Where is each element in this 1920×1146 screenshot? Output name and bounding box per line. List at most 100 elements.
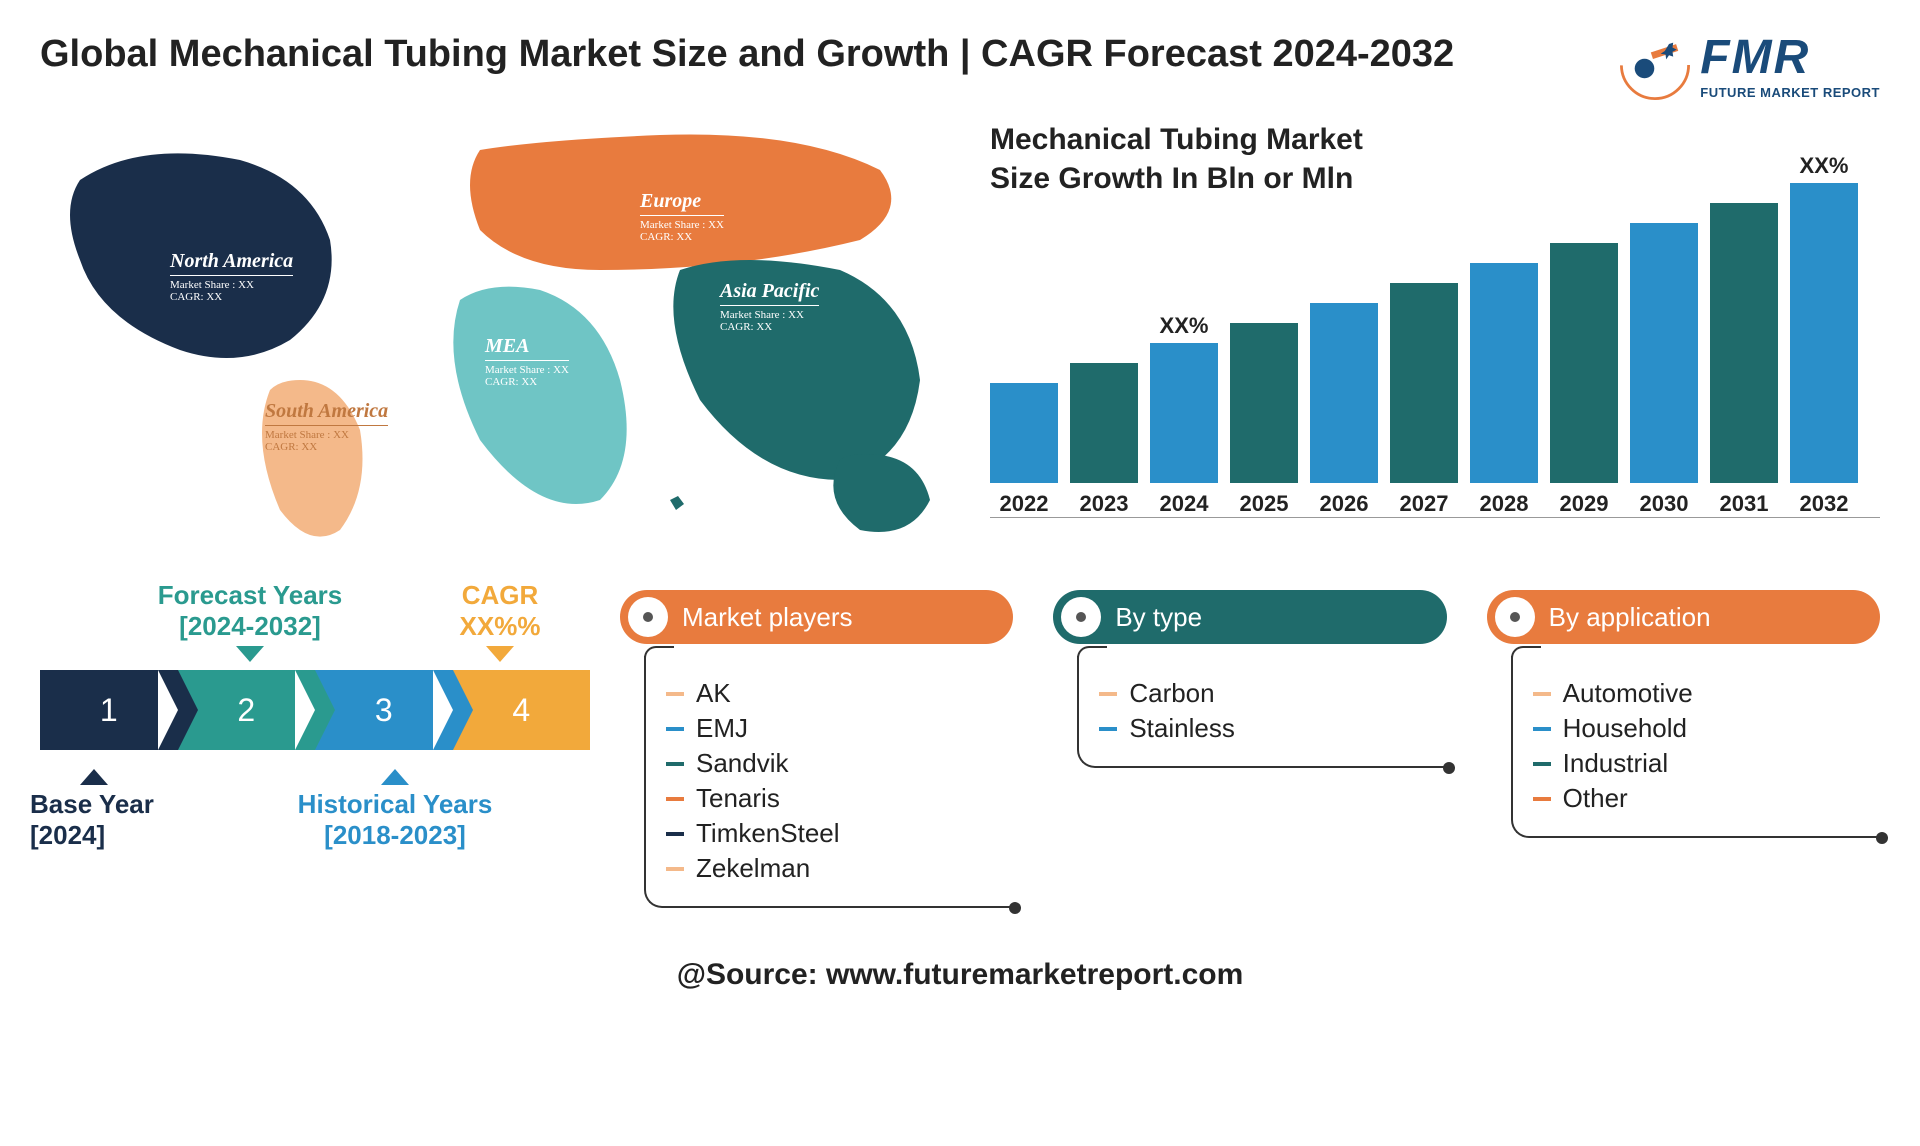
- category-item-label: AK: [696, 678, 731, 709]
- bar-wrap: 2023: [1070, 363, 1138, 517]
- arrow-up-icon: [80, 769, 108, 785]
- region-share: Market Share : XX: [640, 219, 724, 231]
- category-item-label: Industrial: [1563, 748, 1669, 779]
- tick-icon: [1533, 762, 1551, 766]
- tick-icon: [666, 727, 684, 731]
- callout-text: Base Year [2024]: [30, 789, 154, 850]
- chart-title: Mechanical Tubing Market Size Growth In …: [990, 120, 1410, 198]
- bar-wrap: 2026: [1310, 303, 1378, 517]
- category-item-label: EMJ: [696, 713, 748, 744]
- bar-year-label: 2030: [1640, 491, 1689, 517]
- category-item: EMJ: [666, 713, 1013, 744]
- category-item-label: Sandvik: [696, 748, 789, 779]
- tick-icon: [666, 867, 684, 871]
- bar-wrap: 2030: [1630, 223, 1698, 517]
- region-cagr: CAGR: XX: [265, 441, 388, 453]
- bar-year-label: 2032: [1800, 491, 1849, 517]
- region-share: Market Share : XX: [720, 309, 819, 321]
- region-share: Market Share : XX: [485, 364, 569, 376]
- arrow-down-icon: [236, 646, 264, 662]
- bar-year-label: 2024: [1160, 491, 1209, 517]
- region-label-ap: Asia Pacific Market Share : XX CAGR: XX: [720, 280, 819, 333]
- region-cagr: CAGR: XX: [640, 231, 724, 243]
- bar: [1150, 343, 1218, 483]
- source-attribution: @Source: www.futuremarketreport.com: [40, 958, 1880, 992]
- tick-icon: [1533, 727, 1551, 731]
- category-item: Stainless: [1099, 713, 1446, 744]
- category-item-label: Automotive: [1563, 678, 1693, 709]
- category-item: Zekelman: [666, 853, 1013, 884]
- bar: [1710, 203, 1778, 483]
- dot-icon: [1061, 597, 1101, 637]
- region-label-eu: Europe Market Share : XX CAGR: XX: [640, 190, 724, 243]
- region-name: Europe: [640, 190, 724, 216]
- bar-year-label: 2026: [1320, 491, 1369, 517]
- category-item-label: Tenaris: [696, 783, 780, 814]
- callout-historical: Historical Years [2018-2023]: [290, 765, 500, 851]
- tick-icon: [1099, 727, 1117, 731]
- category-item: Tenaris: [666, 783, 1013, 814]
- tick-icon: [666, 797, 684, 801]
- bar: [1230, 323, 1298, 483]
- category-item-label: Household: [1563, 713, 1687, 744]
- tick-icon: [1533, 692, 1551, 696]
- category-header: Market players: [620, 590, 1013, 644]
- bar-wrap: XX%2024: [1150, 343, 1218, 517]
- bar-chart: Mechanical Tubing Market Size Growth In …: [990, 120, 1880, 550]
- category-title: By type: [1115, 602, 1202, 633]
- category-item: TimkenSteel: [666, 818, 1013, 849]
- bar-year-label: 2023: [1080, 491, 1129, 517]
- category-column: By applicationAutomotiveHouseholdIndustr…: [1487, 590, 1880, 908]
- region-label-sa: South America Market Share : XX CAGR: XX: [265, 400, 388, 453]
- bar-wrap: 2027: [1390, 283, 1458, 517]
- bar-wrap: 2025: [1230, 323, 1298, 517]
- telescope-icon: [1620, 30, 1690, 100]
- tick-icon: [1099, 692, 1117, 696]
- timeline-segment: 4: [453, 670, 591, 750]
- callout-text: Historical Years [2018-2023]: [298, 789, 493, 850]
- bar-annotation: XX%: [1160, 313, 1209, 339]
- region-name: North America: [170, 250, 293, 276]
- dot-icon: [628, 597, 668, 637]
- callout-base: Base Year [2024]: [30, 765, 180, 851]
- bar: [1070, 363, 1138, 483]
- category-item: Household: [1533, 713, 1880, 744]
- bar-annotation: XX%: [1800, 153, 1849, 179]
- bar-year-label: 2028: [1480, 491, 1529, 517]
- bar-wrap: 2029: [1550, 243, 1618, 517]
- category-item: Industrial: [1533, 748, 1880, 779]
- bar-wrap: 2028: [1470, 263, 1538, 517]
- category-item-label: Zekelman: [696, 853, 810, 884]
- region-cagr: CAGR: XX: [720, 321, 819, 333]
- category-header: By type: [1053, 590, 1446, 644]
- bar-wrap: 2031: [1710, 203, 1778, 517]
- bar-year-label: 2022: [1000, 491, 1049, 517]
- region-name: Asia Pacific: [720, 280, 819, 306]
- tick-icon: [666, 832, 684, 836]
- page-title: Global Mechanical Tubing Market Size and…: [40, 30, 1454, 79]
- region-cagr: CAGR: XX: [170, 291, 293, 303]
- region-label-na: North America Market Share : XX CAGR: XX: [170, 250, 293, 303]
- category-bracket: Carbon Stainless: [1077, 656, 1446, 768]
- category-bracket: AK EMJ Sandvik Tenaris TimkenSteel Zekelman: [644, 656, 1013, 908]
- category-item: Sandvik: [666, 748, 1013, 779]
- callout-text: Forecast Years [2024-2032]: [158, 580, 343, 641]
- bar: [1630, 223, 1698, 483]
- category-item-label: Stainless: [1129, 713, 1235, 744]
- region-share: Market Share : XX: [265, 429, 388, 441]
- region-name: South America: [265, 400, 388, 426]
- callout-text: CAGR XX%%: [460, 580, 541, 641]
- bar-year-label: 2029: [1560, 491, 1609, 517]
- bar: [1550, 243, 1618, 483]
- logo-text-fmr: FMR: [1700, 30, 1880, 85]
- arrow-down-icon: [486, 646, 514, 662]
- bar-wrap: 2022: [990, 383, 1058, 517]
- bar-year-label: 2031: [1720, 491, 1769, 517]
- region-label-mea: MEA Market Share : XX CAGR: XX: [485, 335, 569, 388]
- bar: [990, 383, 1058, 483]
- category-column: By type Carbon Stainless: [1053, 590, 1446, 908]
- category-item-label: Carbon: [1129, 678, 1214, 709]
- category-bracket: AutomotiveHouseholdIndustrialOther: [1511, 656, 1880, 838]
- tick-icon: [1533, 797, 1551, 801]
- tick-icon: [666, 692, 684, 696]
